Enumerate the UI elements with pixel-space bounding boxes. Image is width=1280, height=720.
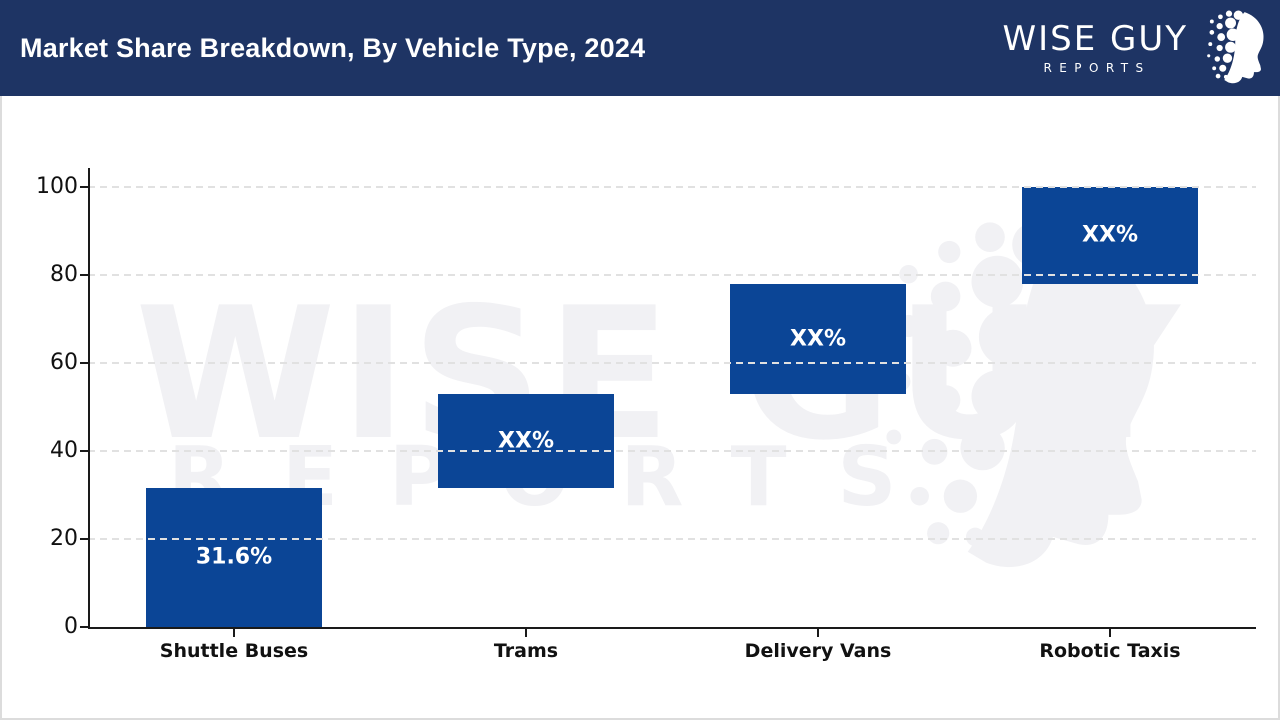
gridline-y100 <box>88 186 1256 188</box>
bar-segment <box>438 393 614 488</box>
bar-value-label: XX% <box>790 326 846 352</box>
chart-title: Market Share Breakdown, By Vehicle Type,… <box>20 32 646 63</box>
x-tick-mark <box>525 629 527 637</box>
y-tick-mark <box>80 538 88 540</box>
y-tick-label: 20 <box>50 526 78 551</box>
brand-logo: WISE GUY REPORTS <box>1002 6 1268 90</box>
x-axis-line <box>88 627 1256 629</box>
y-tick-label: 40 <box>50 438 78 463</box>
watermark-head-icon <box>886 222 1154 568</box>
x-category-label: Robotic Taxis <box>1039 640 1181 662</box>
y-tick-label: 100 <box>36 174 78 199</box>
y-tick-mark <box>80 186 88 188</box>
bar-segment <box>146 487 322 627</box>
bar-segment <box>1022 187 1198 284</box>
y-tick-mark <box>80 274 88 276</box>
brand-subtitle: REPORTS <box>1043 60 1151 75</box>
bar-segment <box>730 283 906 394</box>
y-tick-mark <box>80 362 88 364</box>
x-tick-mark <box>817 629 819 637</box>
y-tick-mark <box>80 626 88 628</box>
header-bar: Market Share Breakdown, By Vehicle Type,… <box>0 0 1280 96</box>
brand-logo-text: WISE GUY REPORTS <box>1002 19 1188 75</box>
y-axis-line <box>88 168 90 628</box>
bar-value-label: XX% <box>1082 222 1138 248</box>
x-category-label: Delivery Vans <box>744 640 892 662</box>
bar-value-label: 31.6% <box>195 544 273 570</box>
y-tick-mark <box>80 450 88 452</box>
y-tick-label: 80 <box>50 262 78 287</box>
x-tick-mark <box>233 629 235 637</box>
bar-value-label: XX% <box>498 428 554 454</box>
x-category-label: Shuttle Buses <box>159 640 309 662</box>
y-tick-label: 60 <box>50 350 78 375</box>
gridline-y60 <box>88 362 1256 364</box>
x-tick-mark <box>1109 629 1111 637</box>
gridline-y80 <box>88 274 1256 276</box>
y-tick-label: 0 <box>64 614 78 639</box>
brand-head-icon <box>1207 10 1264 84</box>
gridline-y20 <box>88 538 1256 540</box>
x-category-label: Trams <box>493 640 559 662</box>
brand-name: WISE GUY <box>1002 19 1188 60</box>
gridline-y40 <box>88 450 1256 452</box>
